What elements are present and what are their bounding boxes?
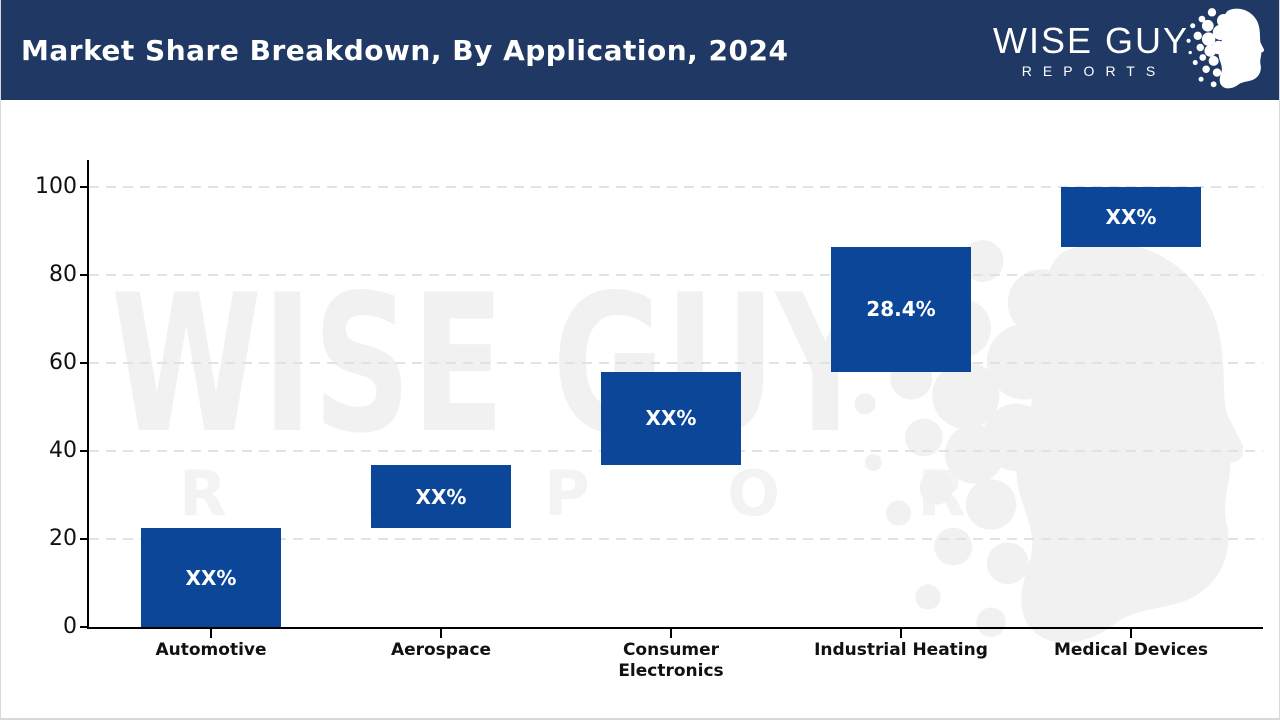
x-category-label-medical-devices: Medical Devices xyxy=(1053,640,1208,660)
x-tick-consumer-electronics xyxy=(670,629,672,638)
wiseguy-logo: WISE GUY REPORTS xyxy=(993,4,1269,96)
gridline-100 xyxy=(89,186,1263,188)
x-tick-aerospace xyxy=(440,629,442,638)
x-tick-medical-devices xyxy=(1130,629,1132,638)
x-tick-automotive xyxy=(210,629,212,638)
bar-aerospace: XX% xyxy=(371,465,511,528)
x-axis-line xyxy=(87,627,1263,629)
logo-wordmark-line2: REPORTS xyxy=(1021,62,1167,79)
gridline-80 xyxy=(89,274,1263,276)
bar-consumer-electronics: XX% xyxy=(601,371,741,466)
y-tick-80 xyxy=(80,274,89,276)
y-tick-label-20: 20 xyxy=(49,526,77,551)
y-tick-label-40: 40 xyxy=(49,438,77,463)
x-category-label-industrial-heating: Industrial Heating xyxy=(814,640,988,660)
y-tick-label-0: 0 xyxy=(63,614,77,639)
chart-area: WISE GUY R E P O R T S 0 20 40 60 80 100 XX% Au… xyxy=(1,100,1279,718)
x-category-label-consumer-electronics: Consumer Electronics xyxy=(618,640,724,681)
bottom-border xyxy=(1,718,1279,720)
y-tick-60 xyxy=(80,362,89,364)
header-banner: Market Share Breakdown, By Application, … xyxy=(1,0,1279,100)
x-category-label-aerospace: Aerospace xyxy=(390,640,492,660)
y-axis-line xyxy=(87,160,89,629)
bar-value-label-industrial-heating: 28.4% xyxy=(866,297,936,322)
gridline-60 xyxy=(89,362,1263,364)
logo-wordmark: WISE GUY REPORTS xyxy=(992,19,1189,79)
bar-medical-devices: XX% xyxy=(1061,187,1201,247)
bar-value-label-medical-devices: XX% xyxy=(1105,204,1157,229)
bar-industrial-heating: 28.4% xyxy=(831,246,971,372)
plot: 0 20 40 60 80 100 XX% Automotive XX% Aerospace XX%… xyxy=(1,100,1279,718)
logo-head-icon xyxy=(1186,8,1265,89)
y-tick-label-60: 60 xyxy=(49,350,77,375)
y-tick-20 xyxy=(80,538,89,540)
logo-wordmark-line1: WISE GUY xyxy=(992,19,1189,61)
y-tick-label-100: 100 xyxy=(35,174,77,199)
bar-value-label-automotive: XX% xyxy=(185,565,237,590)
gridline-20 xyxy=(89,538,1263,540)
bar-automotive: XX% xyxy=(141,528,281,627)
y-tick-40 xyxy=(80,450,89,452)
x-category-label-automotive: Automotive xyxy=(155,640,267,660)
bar-value-label-aerospace: XX% xyxy=(415,484,467,509)
bar-value-label-consumer-electronics: XX% xyxy=(645,406,697,431)
y-tick-100 xyxy=(80,186,89,188)
y-tick-0 xyxy=(80,626,89,628)
chart-title: Market Share Breakdown, By Application, … xyxy=(21,33,789,67)
x-tick-industrial-heating xyxy=(900,629,902,638)
y-tick-label-80: 80 xyxy=(49,262,77,287)
